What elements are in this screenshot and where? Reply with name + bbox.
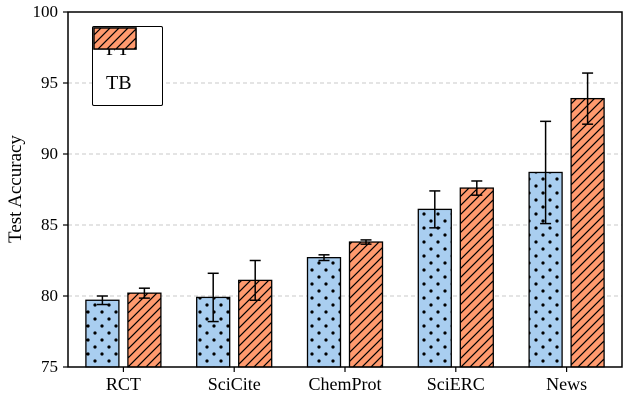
x-tick-label-RCT: RCT <box>105 374 141 394</box>
x-tick-label-ChemProt: ChemProt <box>308 374 382 394</box>
legend-entry-tb: TB <box>93 27 137 94</box>
y-tick-label-95: 95 <box>41 73 58 92</box>
bar-hatch-overlay <box>570 97 605 368</box>
y-tick-label-85: 85 <box>41 215 58 234</box>
legend-swatch-tb-icon <box>93 27 137 50</box>
bar-hatch-overlay <box>306 257 342 368</box>
x-tick-label-News: News <box>546 374 588 394</box>
x-tick-label-SciCite: SciCite <box>207 374 261 394</box>
bar-hatch-overlay <box>348 241 384 368</box>
chart-layers <box>63 11 623 372</box>
bar-hatch-overlay <box>417 208 452 368</box>
legend-label-tb: TB <box>106 72 132 94</box>
y-tick-label-80: 80 <box>41 286 58 305</box>
y-tick-label-100: 100 <box>32 2 59 21</box>
bar-hatch-overlay <box>85 299 120 368</box>
legend: FT TB <box>92 26 163 106</box>
plot-border <box>67 11 623 368</box>
bar-hatch-overlay <box>127 292 162 368</box>
bar-hatch-overlay <box>459 187 494 368</box>
y-tick-label-75: 75 <box>41 357 58 376</box>
x-tick-label-SciERC: SciERC <box>426 374 485 394</box>
y-tick-label-90: 90 <box>41 144 58 163</box>
